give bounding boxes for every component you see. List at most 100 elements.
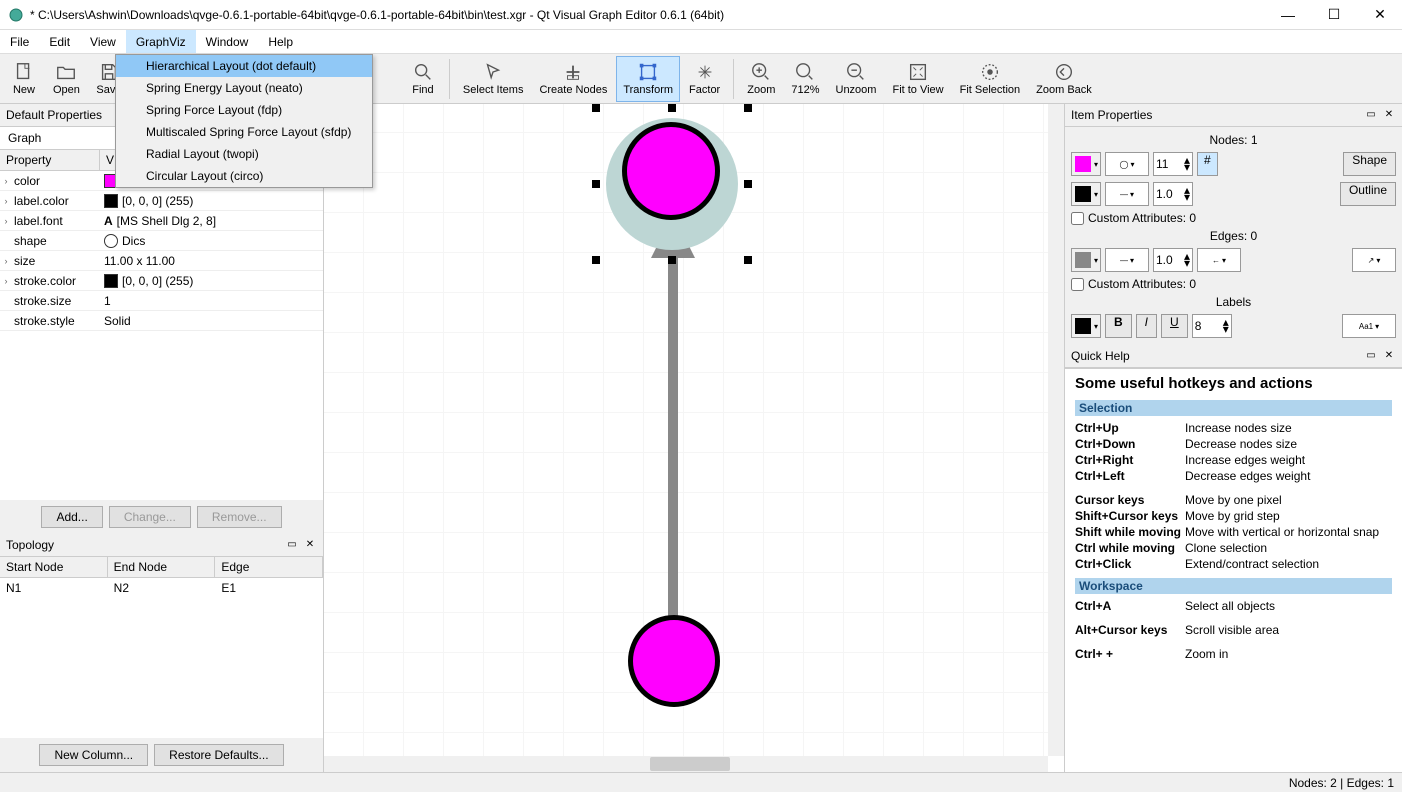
- shape-dropdown[interactable]: ◯: [1105, 152, 1149, 176]
- minimize-button[interactable]: —: [1274, 7, 1302, 23]
- labels-group-label: Labels: [1071, 293, 1396, 311]
- restoredefaults-button[interactable]: Restore Defaults...: [154, 744, 283, 766]
- node-n1[interactable]: [592, 104, 752, 264]
- italic-button[interactable]: I: [1136, 314, 1157, 338]
- property-row[interactable]: shapeDics: [0, 231, 323, 251]
- create-button[interactable]: Create Nodes: [532, 56, 614, 102]
- handle-n[interactable]: [668, 104, 676, 112]
- node-circle: [622, 122, 720, 220]
- edge-style-dropdown[interactable]: —: [1105, 248, 1149, 272]
- close-button[interactable]: ✕: [1366, 6, 1394, 23]
- fitsel-button[interactable]: Fit Selection: [953, 56, 1028, 102]
- quickhelp-close-icon[interactable]: ✕: [1382, 349, 1396, 363]
- horizontal-scrollbar[interactable]: [324, 756, 1048, 772]
- node-n2[interactable]: [628, 615, 720, 707]
- dropdown-neato[interactable]: Spring Energy Layout (neato): [116, 77, 372, 99]
- menu-graphviz[interactable]: GraphViz: [126, 30, 196, 53]
- outline-color-picker[interactable]: [1071, 182, 1101, 206]
- dropdown-twopi[interactable]: Radial Layout (twopi): [116, 143, 372, 165]
- edge[interactable]: [668, 234, 678, 624]
- remove-button[interactable]: Remove...: [197, 506, 282, 528]
- property-row[interactable]: ›label.color[0, 0, 0] (255): [0, 191, 323, 211]
- itemprops-title: Item Properties: [1071, 108, 1152, 122]
- topo-hdr-start: Start Node: [0, 557, 108, 577]
- itemprops-float-icon[interactable]: ▭: [1364, 108, 1378, 122]
- size-spinner[interactable]: ▴▾: [1153, 152, 1193, 176]
- zoomout-icon: [845, 61, 867, 83]
- hotkey-row: Ctrl+ASelect all objects: [1075, 598, 1392, 614]
- topo-hdr-edge: Edge: [215, 557, 323, 577]
- handle-s[interactable]: [668, 256, 676, 264]
- bold-button[interactable]: B: [1105, 314, 1132, 338]
- vertical-scrollbar[interactable]: [1048, 104, 1064, 756]
- factor-button[interactable]: Factor: [682, 56, 727, 102]
- outline-button[interactable]: Outline: [1340, 182, 1396, 206]
- menu-view[interactable]: View: [80, 30, 126, 53]
- prop-header-name: Property: [0, 150, 100, 170]
- dropdown-circo[interactable]: Circular Layout (circo): [116, 165, 372, 187]
- change-button[interactable]: Change...: [109, 506, 191, 528]
- handle-se[interactable]: [744, 256, 752, 264]
- transform-button[interactable]: Transform: [616, 56, 680, 102]
- quickhelp-float-icon[interactable]: ▭: [1364, 349, 1378, 363]
- property-row[interactable]: ›label.fontA[MS Shell Dlg 2, 8]: [0, 211, 323, 231]
- right-panel: Item Properties ▭✕ Nodes: 1 ◯ ▴▾ # Shape…: [1064, 104, 1402, 772]
- zoompct-button[interactable]: 712%: [784, 56, 826, 102]
- edge-color-picker[interactable]: [1071, 248, 1101, 272]
- dropdown-fdp[interactable]: Spring Force Layout (fdp): [116, 99, 372, 121]
- dropdown-dot[interactable]: Hierarchical Layout (dot default): [116, 55, 372, 77]
- outline-width-spinner[interactable]: ▴▾: [1153, 182, 1193, 206]
- custom-attrs-2[interactable]: Custom Attributes: 0: [1071, 275, 1396, 293]
- edge-width-spinner[interactable]: ▴▾: [1153, 248, 1193, 272]
- handle-w[interactable]: [592, 180, 600, 188]
- maximize-button[interactable]: ☐: [1320, 6, 1348, 23]
- topology-float-icon[interactable]: ▭: [285, 538, 299, 552]
- underline-button[interactable]: U: [1161, 314, 1188, 338]
- edge-line-dropdown[interactable]: ↗: [1352, 248, 1396, 272]
- outline-style-dropdown[interactable]: —: [1105, 182, 1149, 206]
- scroll-thumb[interactable]: [650, 757, 730, 771]
- menu-file[interactable]: File: [0, 30, 39, 53]
- find-button[interactable]: Find: [403, 56, 443, 102]
- handle-ne[interactable]: [744, 104, 752, 112]
- edge-arrow-dropdown[interactable]: ←: [1197, 248, 1241, 272]
- property-row[interactable]: stroke.size1: [0, 291, 323, 311]
- find-icon: [412, 61, 434, 83]
- add-button[interactable]: Add...: [41, 506, 102, 528]
- shape-button[interactable]: Shape: [1343, 152, 1396, 176]
- menu-window[interactable]: Window: [196, 30, 259, 53]
- topo-row[interactable]: N1 N2 E1: [0, 578, 323, 598]
- newcolumn-button[interactable]: New Column...: [39, 744, 148, 766]
- open-button[interactable]: Open: [46, 56, 87, 102]
- menu-edit[interactable]: Edit: [39, 30, 80, 53]
- hash-button[interactable]: #: [1197, 152, 1218, 176]
- label-color-picker[interactable]: [1071, 314, 1101, 338]
- handle-e[interactable]: [744, 180, 752, 188]
- canvas[interactable]: [324, 104, 1064, 772]
- fitview-button[interactable]: Fit to View: [885, 56, 950, 102]
- dropdown-sfdp[interactable]: Multiscaled Spring Force Layout (sfdp): [116, 121, 372, 143]
- topology-close-icon[interactable]: ✕: [303, 538, 317, 552]
- menu-help[interactable]: Help: [258, 30, 303, 53]
- property-row[interactable]: ›stroke.color[0, 0, 0] (255): [0, 271, 323, 291]
- statusbar: Nodes: 2 | Edges: 1: [0, 772, 1402, 792]
- new-button[interactable]: New: [4, 56, 44, 102]
- fill-color-picker[interactable]: [1071, 152, 1101, 176]
- font-dropdown[interactable]: Aa1: [1342, 314, 1396, 338]
- zoom-button[interactable]: Zoom: [740, 56, 782, 102]
- select-button[interactable]: Select Items: [456, 56, 531, 102]
- custom-attrs-1[interactable]: Custom Attributes: 0: [1071, 209, 1396, 227]
- fitsel-icon: [979, 61, 1001, 83]
- label-size-spinner[interactable]: ▴▾: [1192, 314, 1232, 338]
- handle-nw[interactable]: [592, 104, 600, 112]
- quickhelp-title: Quick Help: [1071, 349, 1130, 363]
- zoomback-button[interactable]: Zoom Back: [1029, 56, 1099, 102]
- hotkey-row: Ctrl+ +Zoom in: [1075, 646, 1392, 662]
- edges-group-label: Edges: 0: [1071, 227, 1396, 245]
- hotkey-row: Ctrl+RightIncrease edges weight: [1075, 452, 1392, 468]
- itemprops-close-icon[interactable]: ✕: [1382, 108, 1396, 122]
- property-row[interactable]: ›size11.00 x 11.00: [0, 251, 323, 271]
- handle-sw[interactable]: [592, 256, 600, 264]
- unzoom-button[interactable]: Unzoom: [829, 56, 884, 102]
- property-row[interactable]: stroke.styleSolid: [0, 311, 323, 331]
